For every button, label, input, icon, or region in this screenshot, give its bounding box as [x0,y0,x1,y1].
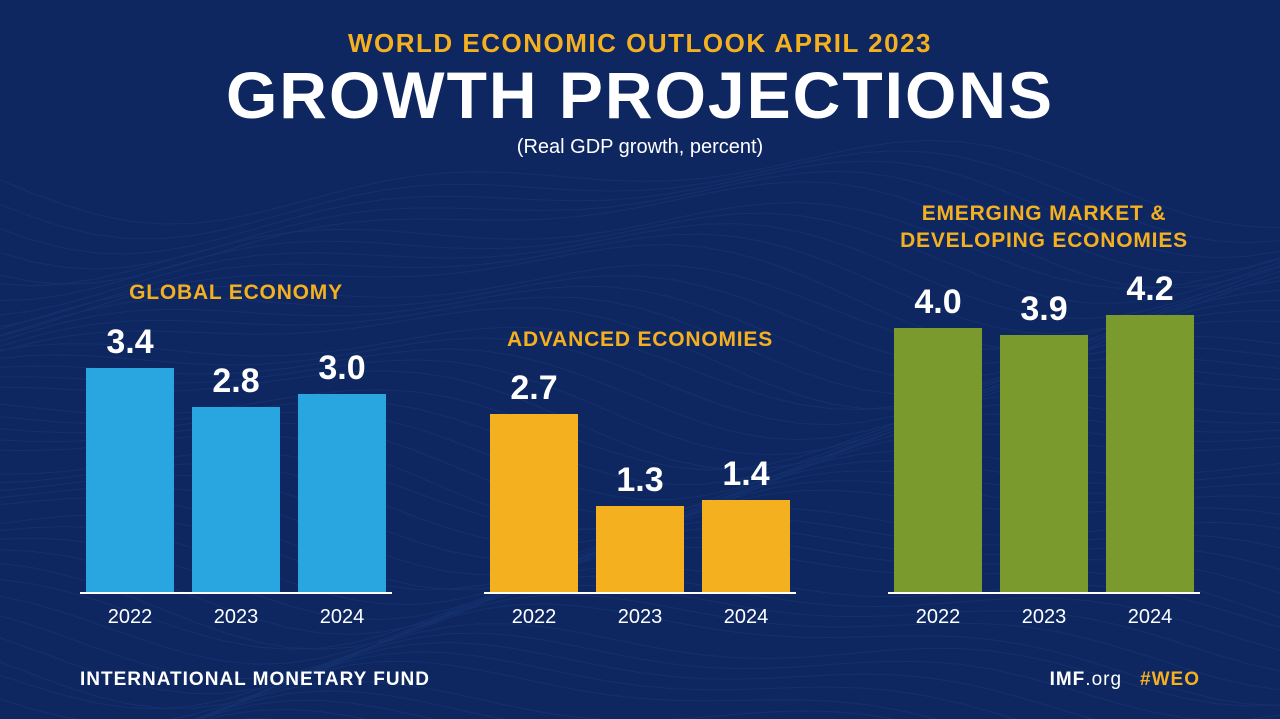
bar-wrap: 3.4 [86,323,174,592]
footer-site-base: IMF [1050,669,1086,690]
bar [894,328,982,592]
bar [1000,335,1088,592]
chart-advanced: ADVANCED ECONOMIES 2.7 1.3 1.4 2022 2023 2024 [484,327,796,629]
footer-site-suffix: .org [1085,669,1122,690]
chart-title-emerging: EMERGING MARKET & DEVELOPING ECONOMIES [900,201,1188,254]
footer-right: IMF.org #WEO [1050,669,1200,691]
x-label: 2023 [596,606,684,629]
footer-org: INTERNATIONAL MONETARY FUND [80,669,430,691]
bar-wrap: 1.4 [702,455,790,592]
chart-title-global: GLOBAL ECONOMY [129,280,343,306]
bar-value: 2.7 [510,369,557,408]
x-label: 2022 [894,606,982,629]
supertitle: WORLD ECONOMIC OUTLOOK APRIL 2023 [0,28,1280,59]
bar [1106,315,1194,592]
x-label: 2023 [1000,606,1088,629]
chart-emerging: EMERGING MARKET & DEVELOPING ECONOMIES 4.… [888,201,1200,629]
bar [298,394,386,592]
bar [596,506,684,592]
bar-value: 1.4 [722,455,769,494]
bar-value: 2.8 [212,362,259,401]
bar-wrap: 2.8 [192,362,280,592]
bar-value: 3.4 [106,323,153,362]
footer-hashtag: #WEO [1140,669,1200,691]
footer: INTERNATIONAL MONETARY FUND IMF.org #WEO [0,669,1280,719]
subtitle: (Real GDP growth, percent) [0,136,1280,159]
bar-wrap: 3.9 [1000,290,1088,592]
x-labels: 2022 2023 2024 [484,606,796,629]
x-label: 2023 [192,606,280,629]
chart-title-advanced: ADVANCED ECONOMIES [507,327,773,353]
bar [192,407,280,592]
main-title: GROWTH PROJECTIONS [0,61,1280,130]
x-label: 2022 [490,606,578,629]
bar-wrap: 3.0 [298,349,386,592]
content-root: WORLD ECONOMIC OUTLOOK APRIL 2023 GROWTH… [0,0,1280,719]
bar-value: 1.3 [616,461,663,500]
bars-row: 4.0 3.9 4.2 [888,270,1200,594]
bars-row: 3.4 2.8 3.0 [80,323,392,594]
bar-value: 4.2 [1126,270,1173,309]
bar-value: 3.9 [1020,290,1067,329]
bar-wrap: 4.0 [894,283,982,592]
header: WORLD ECONOMIC OUTLOOK APRIL 2023 GROWTH… [0,0,1280,159]
bar-wrap: 4.2 [1106,270,1194,592]
x-labels: 2022 2023 2024 [80,606,392,629]
x-label: 2024 [298,606,386,629]
bars-row: 2.7 1.3 1.4 [484,369,796,594]
charts-container: GLOBAL ECONOMY3.42.83.0202220232024ADVAN… [0,159,1280,669]
x-label: 2022 [86,606,174,629]
chart-global: GLOBAL ECONOMY 3.4 2.8 3.0 2022 2023 2024 [80,280,392,629]
bar-value: 4.0 [914,283,961,322]
bar [86,368,174,592]
footer-site: IMF.org [1050,669,1122,691]
x-label: 2024 [1106,606,1194,629]
bar-value: 3.0 [318,349,365,388]
bar [702,500,790,592]
bar-wrap: 1.3 [596,461,684,592]
x-labels: 2022 2023 2024 [888,606,1200,629]
bar [490,414,578,592]
x-label: 2024 [702,606,790,629]
bar-wrap: 2.7 [490,369,578,592]
